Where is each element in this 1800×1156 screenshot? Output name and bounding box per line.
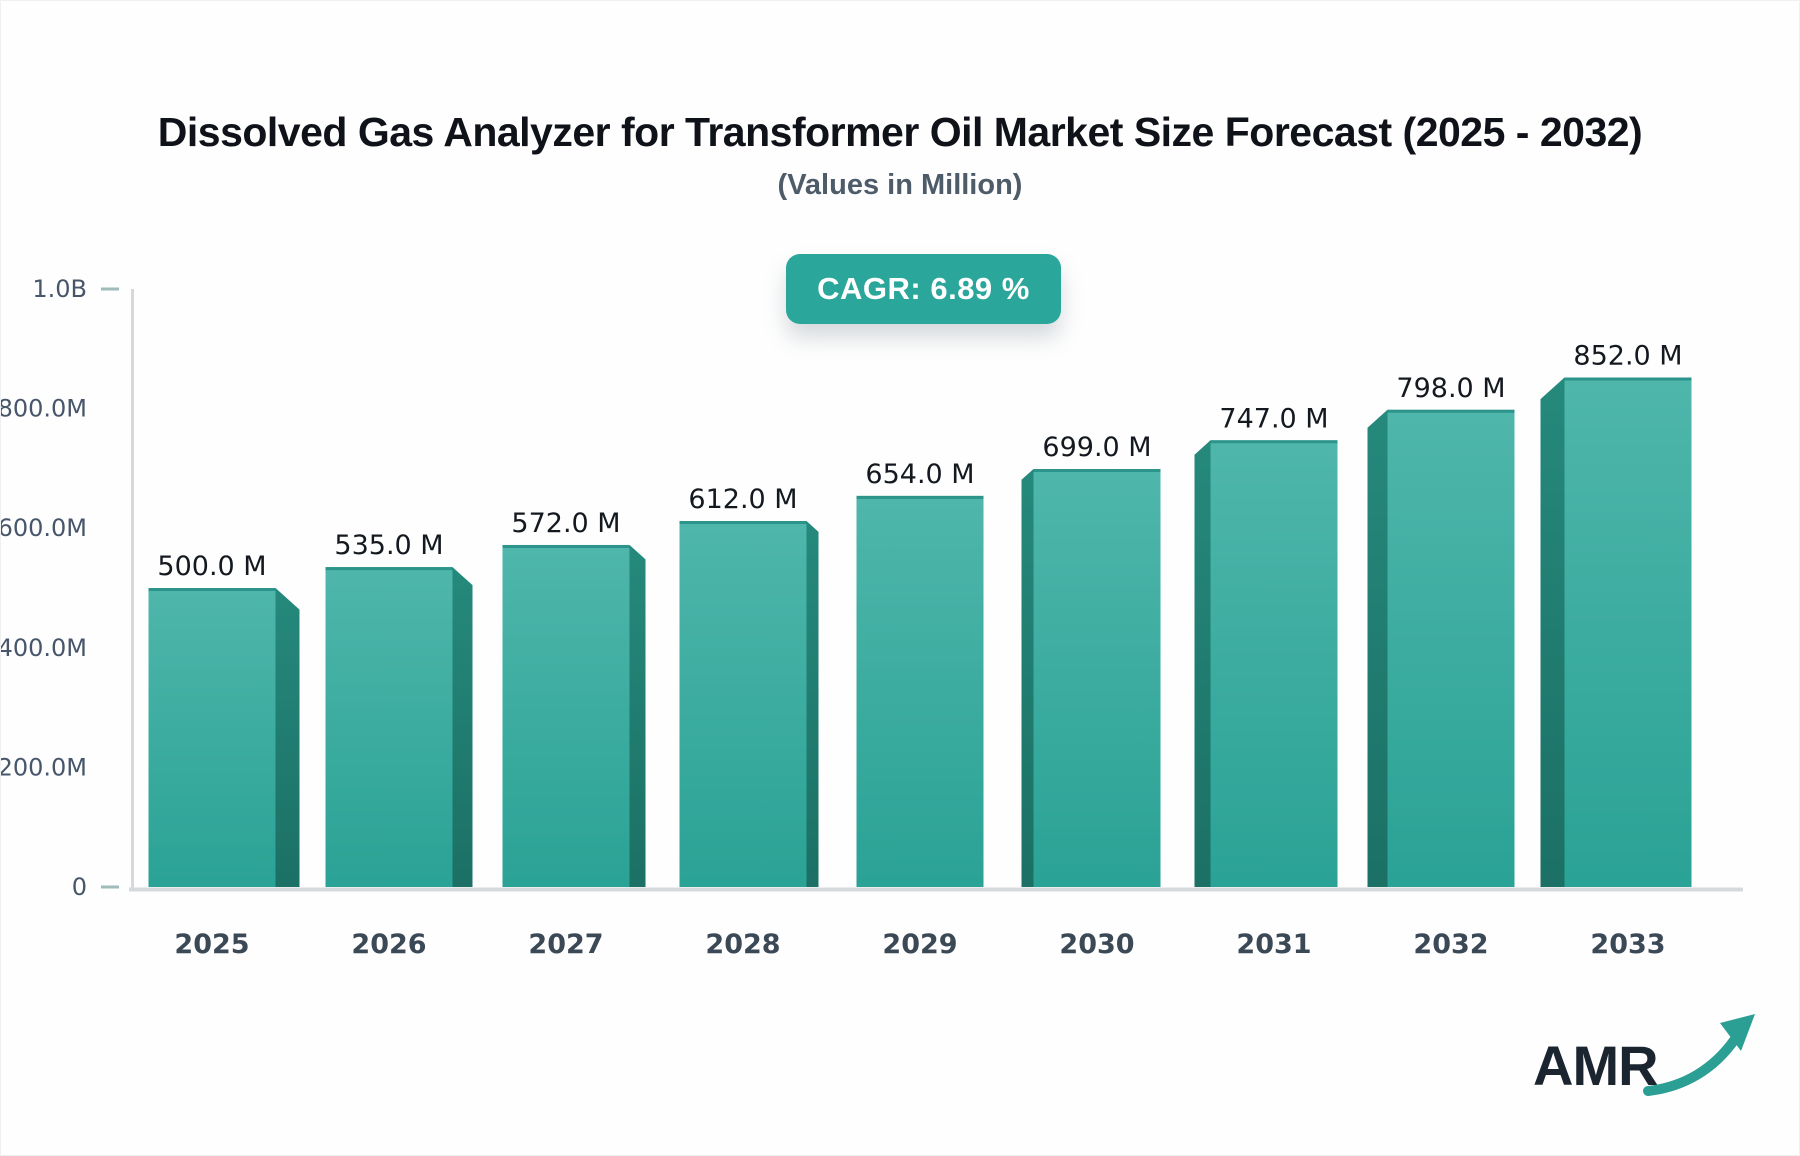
bar-side-face	[1367, 409, 1388, 887]
bar-2028[interactable]: 612.0 M	[679, 484, 819, 887]
y-axis-tick-label: 1.0B	[32, 275, 87, 303]
bar-value-label: 572.0 M	[511, 508, 620, 539]
bar-front-face	[679, 521, 807, 887]
growth-arrow-icon	[1642, 1014, 1755, 1096]
bar-value-label: 500.0 M	[157, 551, 266, 582]
y-axis-tick-label: 800.0M	[1, 395, 87, 423]
bar-front-face	[325, 567, 453, 887]
x-axis-label: 2025	[174, 929, 249, 960]
bar-front-face	[856, 495, 984, 887]
x-axis-label: 2032	[1413, 929, 1488, 960]
bar-front-face	[1033, 468, 1161, 887]
y-axis-tick-label: 400.0M	[1, 634, 87, 662]
bar-front-face	[502, 544, 630, 887]
bar-2027[interactable]: 572.0 M	[502, 508, 646, 887]
bar-side-face	[452, 567, 473, 887]
bar-side-face	[275, 588, 300, 887]
y-axis-tick-label: 600.0M	[1, 514, 87, 542]
bar-value-label: 852.0 M	[1573, 341, 1682, 372]
bar-front-face	[1564, 377, 1692, 887]
cagr-badge: CAGR: 6.89 %	[786, 254, 1061, 324]
x-axis-label: 2031	[1236, 929, 1311, 960]
x-axis-label: 2030	[1059, 929, 1134, 960]
bar-front-face	[148, 588, 276, 887]
page-title: Dissolved Gas Analyzer for Transformer O…	[157, 109, 1643, 155]
bar-2029[interactable]: 654.0 M	[856, 459, 984, 887]
amr-logo-text: AMR	[1533, 1034, 1659, 1097]
cagr-badge-label: CAGR: 6.89 %	[817, 271, 1030, 306]
bar-value-label: 798.0 M	[1396, 373, 1505, 404]
bar-side-face	[1021, 468, 1034, 887]
y-axis-tick-label: 200.0M	[1, 753, 87, 781]
x-axis-label: 2027	[528, 929, 603, 960]
y-axis-tick-label: 0	[72, 873, 87, 901]
bar-side-face	[1194, 440, 1211, 887]
bar-side-face	[1540, 377, 1565, 887]
bar-front-face	[1210, 440, 1338, 887]
x-axis-label: 2028	[705, 929, 780, 960]
chart-subtitle: (Values in Million)	[777, 169, 1023, 201]
bar-2026[interactable]: 535.0 M	[325, 530, 473, 887]
x-axis-label: 2029	[882, 929, 957, 960]
bar-value-label: 747.0 M	[1219, 403, 1328, 434]
bar-2032[interactable]: 798.0 M	[1367, 373, 1515, 887]
amr-logo[interactable]: AMR	[1533, 1014, 1762, 1103]
x-axis-label: 2033	[1590, 929, 1665, 960]
bar-side-face	[806, 521, 819, 887]
bar-2031[interactable]: 747.0 M	[1194, 403, 1338, 887]
x-axis-label: 2026	[351, 929, 426, 960]
bar-2030[interactable]: 699.0 M	[1021, 432, 1161, 887]
bar-value-label: 654.0 M	[865, 459, 974, 490]
bar-2025[interactable]: 500.0 M	[148, 551, 300, 887]
bar-value-label: 612.0 M	[688, 484, 797, 515]
bar-front-face	[1387, 409, 1515, 887]
bar-value-label: 535.0 M	[334, 530, 443, 561]
bar-value-label: 699.0 M	[1042, 432, 1151, 463]
bar-2033[interactable]: 852.0 M	[1540, 341, 1692, 887]
bar-side-face	[629, 544, 646, 887]
